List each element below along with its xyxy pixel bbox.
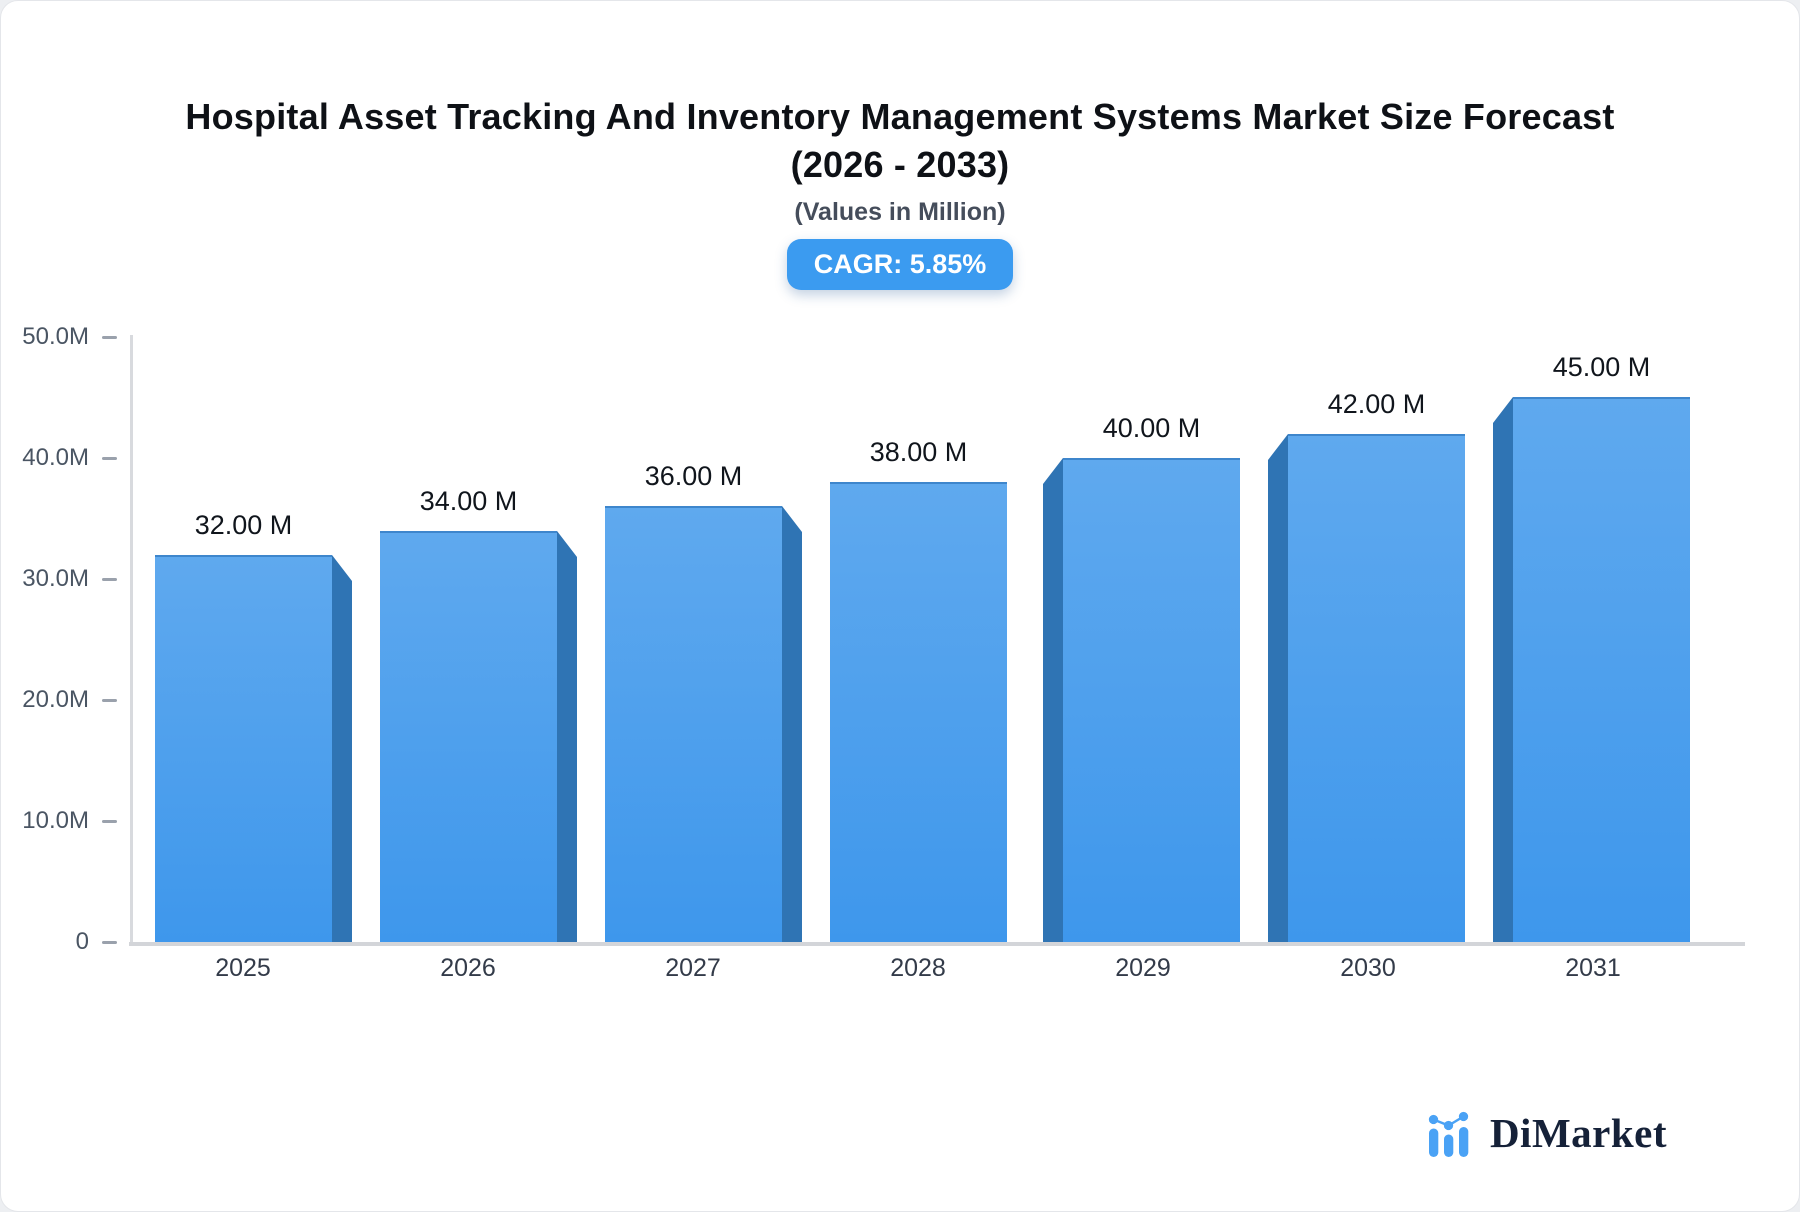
bar-2029[interactable] [1063,458,1240,942]
bar-2030[interactable] [1288,434,1465,942]
bar-value-label-2030: 42.00 M [1327,389,1426,419]
brand-logo[interactable]: DiMarket [1427,1109,1667,1157]
bar-value-label-2031: 45.00 M [1552,352,1651,382]
y-tick-label-40.0M: 40.0M [22,444,89,471]
x-axis-line [129,942,1745,946]
x-axis-label-2027: 2027 [665,954,721,982]
bar-3d-side-2027 [782,506,802,942]
bar-3d-side-2025 [332,555,352,942]
brand-logo-text: DiMarket [1489,1110,1667,1156]
page-title-line2: (2026 - 2033) [790,143,1010,185]
bar-2025[interactable] [155,555,332,942]
page-title-line1: Hospital Asset Tracking And Inventory Ma… [185,96,1615,137]
y-tick-mark [102,457,117,460]
x-axis-label-2025: 2025 [215,954,271,982]
bar-2027[interactable] [605,506,782,942]
x-axis-label-2026: 2026 [440,954,496,982]
y-tick-label-20.0M: 20.0M [22,686,89,713]
chart-header: Hospital Asset Tracking And Inventory Ma… [1,93,1799,291]
y-axis-line [130,335,133,944]
y-tick-mark [102,699,117,702]
bar-value-label-2025: 32.00 M [194,510,293,540]
bar-chart-with-trend-dots-icon [1428,1111,1469,1157]
x-axis-label-2029: 2029 [1115,954,1171,982]
bar-value-label-2029: 40.00 M [1102,413,1201,443]
y-tick-label-0: 0 [75,928,89,955]
bar-3d-side-2026 [557,531,577,942]
x-axis-label-2030: 2030 [1340,954,1396,982]
bar-2031[interactable] [1513,397,1690,942]
y-tick-label-10.0M: 10.0M [22,807,89,834]
y-tick-mark [102,941,117,944]
y-tick-mark [102,336,117,339]
bar-2026[interactable] [380,531,557,942]
y-tick-label-30.0M: 30.0M [22,565,89,592]
y-tick-mark [102,578,117,581]
bar-value-label-2026: 34.00 M [419,486,518,516]
bar-2028[interactable] [830,482,1007,942]
bar-value-label-2028: 38.00 M [869,437,968,467]
y-tick-mark [102,820,117,823]
bar-value-label-2027: 36.00 M [644,461,743,491]
cagr-badge: CAGR: 5.85% [786,239,1014,291]
bar-3d-side-2029 [1043,458,1063,942]
bar-3d-side-2030 [1268,434,1288,942]
y-tick-label-50.0M: 50.0M [22,323,89,350]
bar-3d-side-2031 [1493,397,1513,942]
x-axis-label-2031: 2031 [1565,954,1621,982]
x-axis-label-2028: 2028 [890,954,946,982]
chart-subtitle: (Values in Million) [794,198,1006,227]
